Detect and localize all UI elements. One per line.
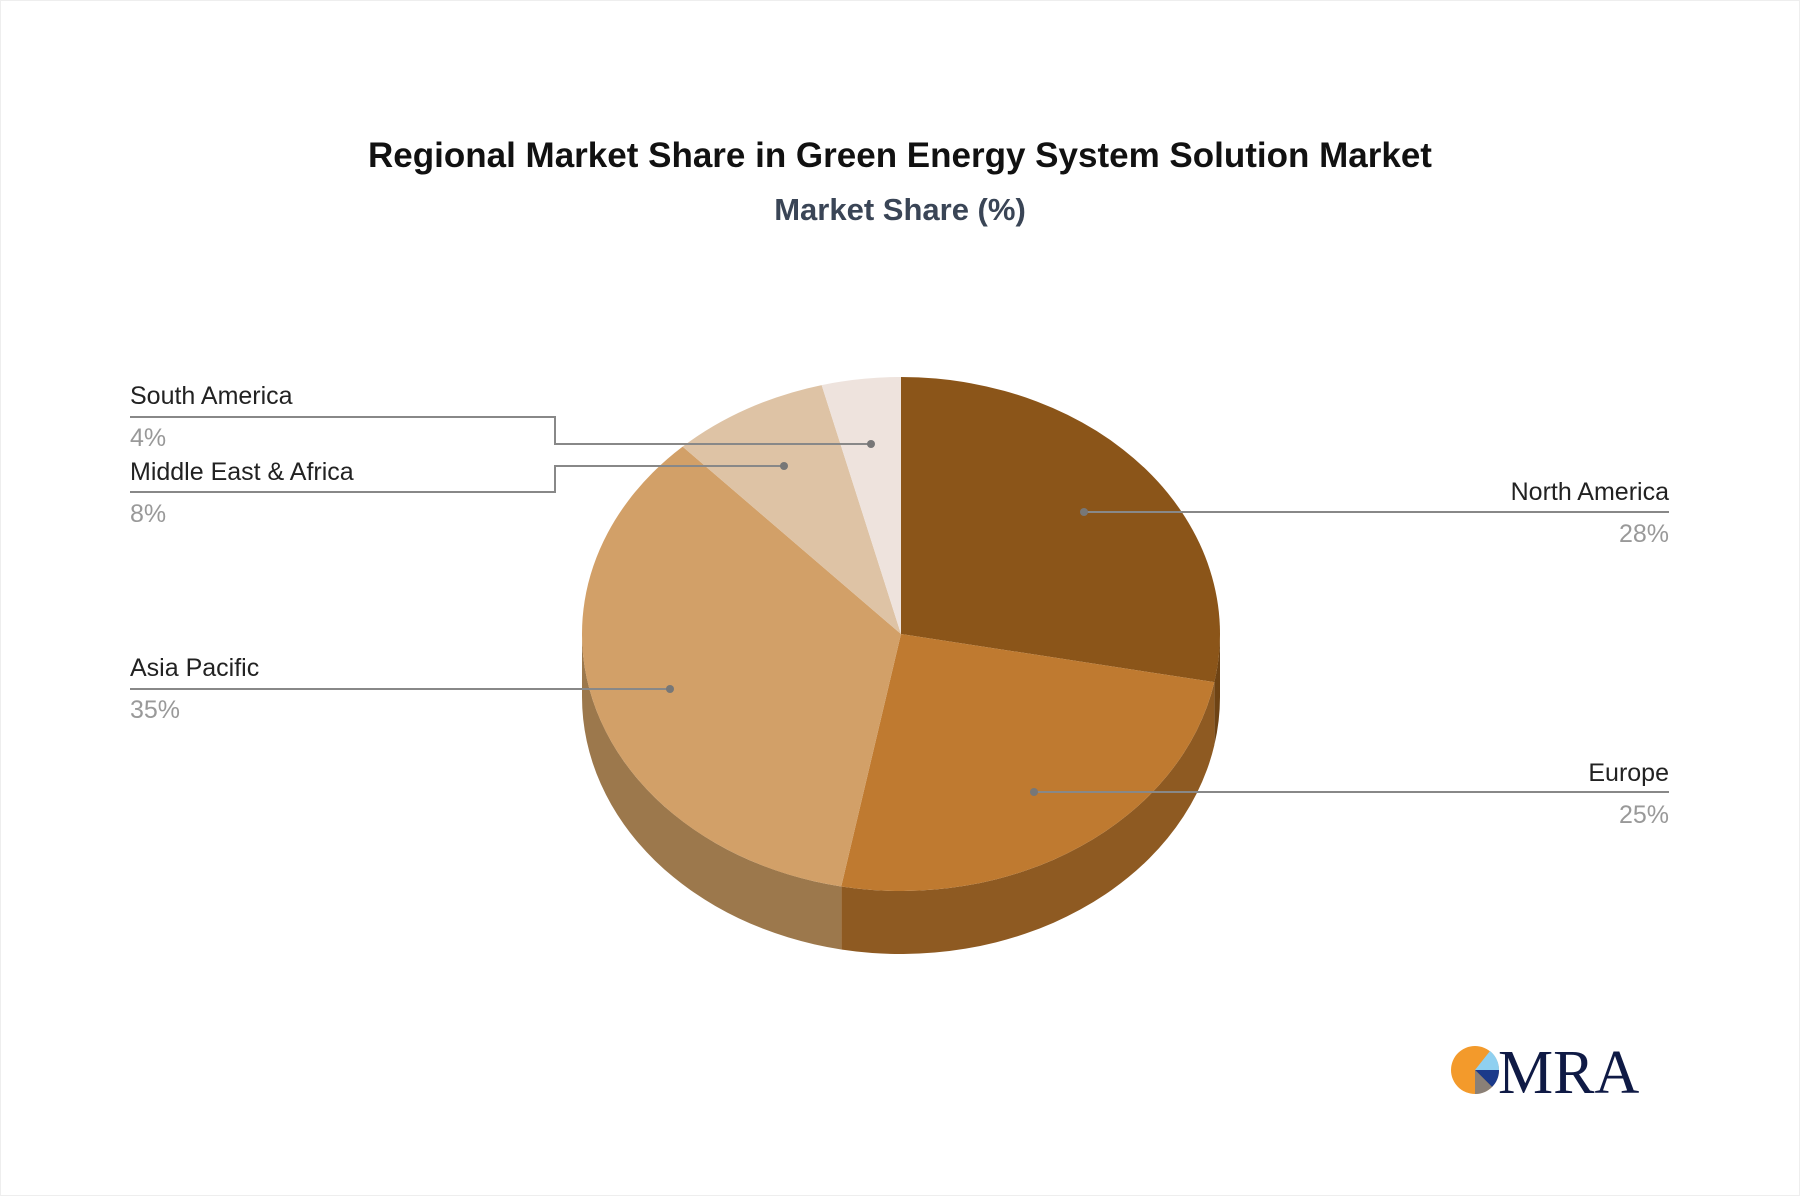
leader-south-america — [130, 416, 871, 445]
leader-middle-east-africa-dot — [780, 462, 788, 470]
label-north-america: North America — [1511, 478, 1669, 506]
slice-europe[interactable] — [841, 634, 1215, 891]
leader-middle-east-africa — [130, 465, 784, 493]
pct-asia-pacific: 35% — [130, 696, 180, 724]
pct-north-america: 28% — [1619, 520, 1669, 548]
chart-title: Regional Market Share in Green Energy Sy… — [368, 136, 1432, 175]
label-south-america: South America — [130, 382, 293, 410]
slice-side-asia-pacific — [582, 634, 842, 950]
slice-south-america[interactable] — [821, 377, 901, 634]
leader-europe-dot — [1030, 788, 1038, 796]
leader-north-america-dot — [1080, 508, 1088, 516]
pct-south-america: 4% — [130, 424, 166, 452]
slice-side-north-america — [1214, 634, 1220, 746]
logo-text: MRA — [1498, 1039, 1639, 1107]
leader-asia-pacific-dot — [666, 685, 674, 693]
pct-europe: 25% — [1619, 801, 1669, 829]
slice-asia-pacific[interactable] — [582, 446, 901, 887]
chart-subtitle: Market Share (%) — [774, 192, 1026, 227]
slice-north-america[interactable] — [901, 377, 1220, 683]
pct-middle-east-africa: 8% — [130, 500, 166, 528]
label-europe: Europe — [1588, 759, 1669, 787]
label-middle-east-africa: Middle East & Africa — [130, 458, 354, 486]
leader-south-america-dot — [867, 440, 875, 448]
mra-logo: MRA — [1451, 1039, 1639, 1107]
label-asia-pacific: Asia Pacific — [130, 654, 259, 682]
slice-middle-east-africa[interactable] — [682, 385, 901, 634]
slice-side-europe — [841, 682, 1215, 954]
